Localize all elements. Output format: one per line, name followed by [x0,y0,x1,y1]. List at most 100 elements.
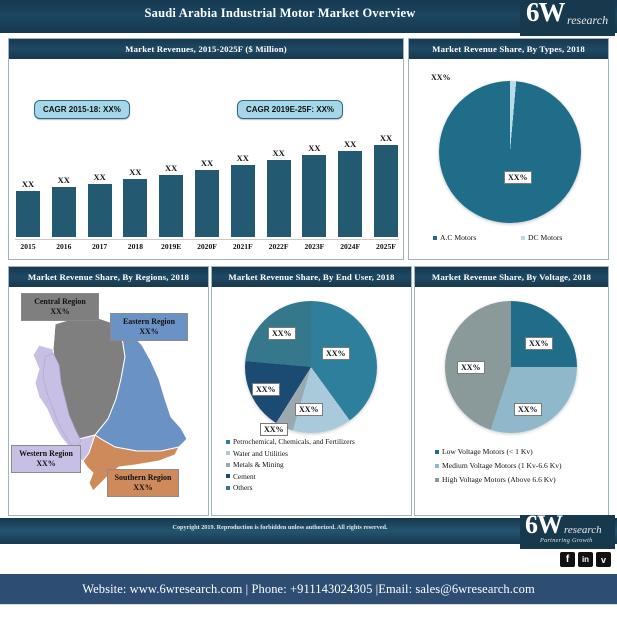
brand-logo-footer: 6W research Partnering Growth [520,510,615,549]
x-axis-tick-label: 2016 [56,242,72,251]
bar-value-label: XX [236,153,249,163]
bar-value-label: XX [21,179,35,189]
twitter-icon[interactable]: ᴠ [596,552,611,567]
legend-swatch-medium-voltage [435,463,439,468]
bar-value-label: XX [200,158,214,168]
x-axis-tick-label: 2018 [127,242,143,251]
bar-rect [123,179,148,237]
legend-item-dc-motors: DC Motors [521,233,562,242]
x-axis-tick-label: 2021F [232,242,253,251]
bar-rect [266,160,291,237]
voltage-pie-chart: XX% XX% XX% Low Voltage Motors (< 1 Kv) … [415,287,608,511]
regions-share-panel: Market Revenue Share, By Regions, 2018 C… [8,266,209,516]
legend-swatch-high-voltage [435,477,439,482]
voltage-slice-label-medium: XX% [514,403,542,416]
region-box-eastern: Eastern Region XX% [110,313,188,341]
bar-chart: CAGR 2015-18: XX% CAGR 2019E-25F: XX% XX… [9,59,403,255]
bar-value-label: XX [93,172,106,182]
x-axis-tick-label: 2015 [20,242,36,251]
x-axis-tick-label: 2017 [92,242,108,251]
header-bar: Saudi Arabia Industrial Motor Market Ove… [0,0,617,33]
copyright-text: Copyright 2019. Reproduction is forbidde… [172,524,388,531]
enduser-share-panel: Market Revenue Share, By End User, 2018 … [211,266,412,516]
region-value-southern: XX% [133,482,153,492]
legend-label-petrochemical: Petrochemical, Chemicals, and Fertilizer… [233,437,355,446]
legend-item-metals: Metals & Mining [226,460,355,469]
enduser-pie-chart: XX% XX% XX% XX% XX% Petrochemical, Chemi… [212,287,411,511]
legend-swatch-low-voltage [435,449,439,454]
enduser-share-title: Market Revenue Share, By End User, 2018 [212,267,411,287]
legend-label-ac: A.C Motors [440,233,477,242]
legend-item-petrochemical: Petrochemical, Chemicals, and Fertilizer… [226,437,355,446]
cagr-badge-forecast: CAGR 2019E-25F: XX% [237,100,344,119]
bar-column: XX [87,172,113,237]
types-slice-label-ac: XX% [504,171,532,184]
enduser-slice-label-1: XX% [322,347,350,360]
legend-label-cement: Cement [233,471,256,481]
legend-item-ac-motors: A.C Motors [433,233,476,242]
legend-item-others: Others [226,483,355,492]
bar-rect [338,151,363,237]
voltage-slice-label-low: XX% [525,337,553,350]
legend-swatch-cement [226,474,230,478]
legend-swatch-petrochemical [226,439,230,444]
brand-logo-word: research [567,13,609,27]
legend-swatch-dc [521,235,525,240]
social-links: f in ᴠ [560,552,611,567]
x-axis-tick-label: 2020F [197,242,217,251]
x-axis-tick-label: 2019E [161,242,182,251]
x-axis-labels: 2015 2016 2017 2018 2019E 2020F 2021F 2022F 2023… [15,242,399,251]
bar-rect [194,170,219,237]
brand-tagline: Partnering Growth [540,537,593,544]
bar-rect [51,187,76,237]
linkedin-icon[interactable]: in [578,552,593,567]
market-revenues-panel: Market Revenues, 2015-2025F ($ Million) … [8,38,404,260]
bar-column: XX [301,143,327,237]
region-value-central: XX% [50,306,70,316]
x-axis-tick-label: 2023F [304,242,325,251]
bar-value-label: XX [344,139,357,149]
legend-label-dc: DC Motors [528,233,563,242]
types-share-title: Market Revenue Share, By Types, 2018 [409,39,608,59]
region-value-eastern: XX% [139,326,159,336]
voltage-share-panel: Market Revenue Share, By Voltage, 2018 X… [414,266,609,516]
brand-logo-header: 6W research [520,0,615,36]
bar-rect [87,184,112,237]
facebook-icon[interactable]: f [560,552,575,567]
copyright-bar: Copyright 2019. Reproduction is forbidde… [0,518,617,544]
enduser-slice-label-3: XX% [260,423,288,436]
x-axis-tick-label: 2022F [268,242,289,251]
regions-share-title: Market Revenue Share, By Regions, 2018 [9,267,208,287]
legend-label-medium-voltage: Medium Voltage Motors (1 Kv-6.6 Kv) [442,461,562,470]
cagr-badge-historic: CAGR 2015-18: XX% [34,100,130,119]
bar-value-label: XX [379,133,393,143]
enduser-slice-label-5: XX% [268,327,296,340]
voltage-share-title: Market Revenue Share, By Voltage, 2018 [415,267,608,287]
region-box-western: Western Region XX% [11,445,81,473]
legend-label-metals: Metals & Mining [233,460,284,469]
voltage-legend: Low Voltage Motors (< 1 Kv) Medium Volta… [435,447,562,487]
bar-value-label: XX [57,175,70,185]
bar-value-label: XX [129,167,142,177]
bar-column: XX [194,158,220,237]
bar-column: XX [230,153,256,237]
legend-label-high-voltage: High Voltage Motors (Above 6.6 Kv) [442,475,556,484]
x-axis-tick-label: 2024F [340,242,361,251]
region-name-southern: Southern Region [114,473,172,482]
enduser-slice-label-4: XX% [252,383,280,396]
legend-item-cement: Cement [226,472,355,481]
enduser-legend: Petrochemical, Chemicals, and Fertilizer… [226,437,355,495]
types-slice-label-dc: XX% [431,73,451,82]
legend-label-low-voltage: Low Voltage Motors (< 1 Kv) [442,447,533,456]
brand-logo-mark-footer: 6W [525,510,563,539]
legend-item-low-voltage: Low Voltage Motors (< 1 Kv) [435,447,562,456]
footer-white-gap [0,544,617,574]
bar-rect [159,175,184,237]
bottom-border [0,604,617,618]
legend-label-water: Water and Utilities [233,448,288,458]
bar-column: XX [337,139,363,237]
saudi-arabia-map: Central Region XX% Eastern Region XX% We… [9,287,208,511]
legend-swatch-ac [433,235,437,240]
voltage-slice-label-high: XX% [457,361,485,374]
